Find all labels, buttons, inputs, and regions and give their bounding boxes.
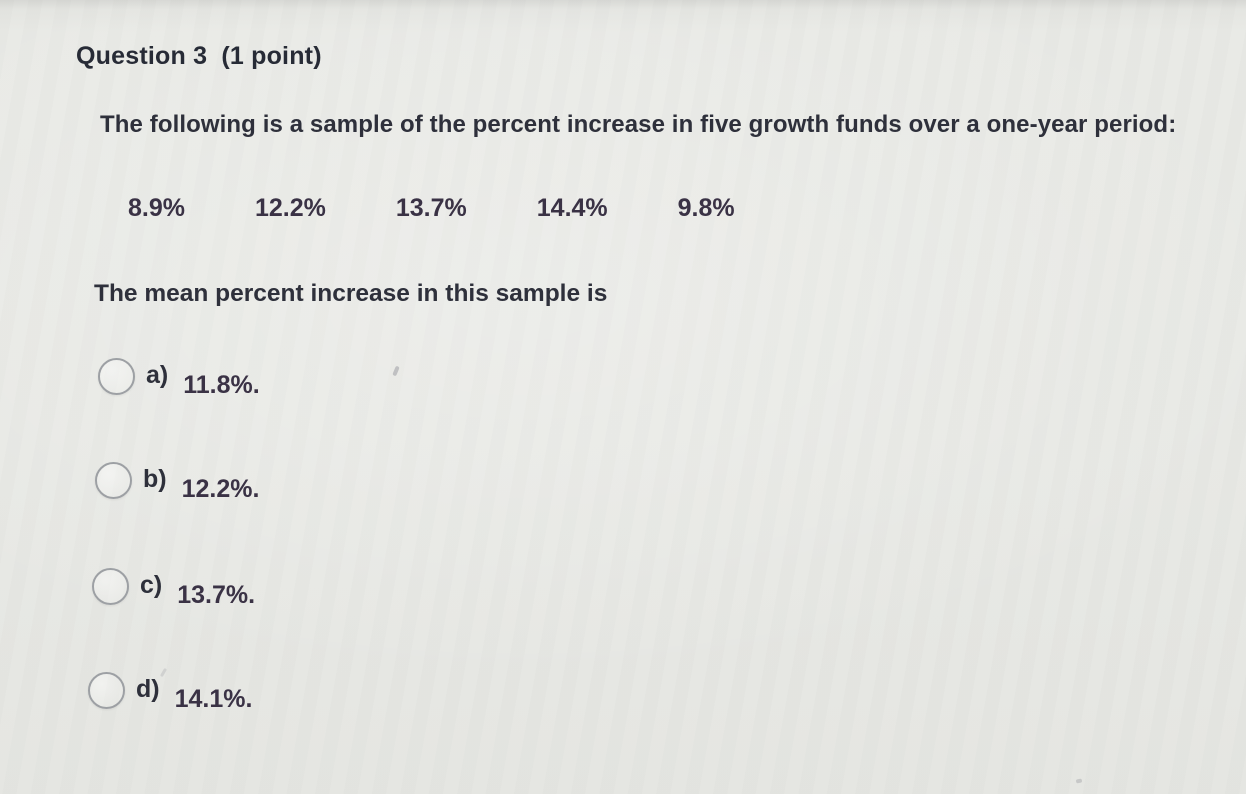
radio-button-c[interactable] [92, 568, 129, 605]
question-prompt: The following is a sample of the percent… [100, 111, 1177, 138]
sample-value: 13.7% [395, 194, 467, 222]
answer-option-c[interactable]: c) 13.7%. [92, 564, 255, 610]
answer-option-a[interactable]: a) 11.8%. [98, 354, 260, 400]
option-text-b: 12.2%. [181, 475, 260, 503]
question-header: Question 3 (1 point) [76, 42, 322, 71]
sample-value: 12.2% [254, 194, 326, 222]
option-letter-a: a) [146, 361, 169, 389]
question-points: (1 point) [221, 42, 322, 70]
option-text-c: 13.7%. [177, 581, 256, 609]
question-stem: The mean percent increase in this sample… [94, 280, 608, 307]
radio-button-a[interactable] [98, 358, 135, 395]
radio-button-b[interactable] [95, 462, 132, 499]
sample-value: 8.9% [128, 194, 185, 222]
answer-option-d[interactable]: d) 14.1%. [88, 668, 252, 714]
sample-value: 9.8% [677, 194, 735, 222]
question-title: Question 3 [76, 42, 208, 70]
radio-button-d[interactable] [88, 672, 125, 709]
sample-values-row: 8.9% 12.2% 13.7% 14.4% 9.8% [128, 194, 735, 223]
answer-option-b[interactable]: b) 12.2%. [95, 458, 259, 504]
sample-value: 14.4% [536, 194, 608, 222]
option-text-a: 11.8%. [183, 371, 260, 399]
option-letter-b: b) [143, 465, 167, 493]
option-letter-d: d) [136, 675, 160, 703]
option-letter-c: c) [140, 571, 163, 599]
option-text-d: 14.1%. [174, 685, 253, 713]
photo-artifact [1075, 778, 1083, 784]
photo-artifact [392, 365, 400, 377]
